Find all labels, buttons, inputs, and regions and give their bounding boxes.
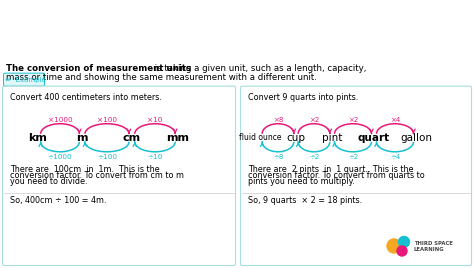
Text: is taking a given unit, such as a length, capacity,: is taking a given unit, such as a length…	[152, 64, 366, 73]
Text: Convert 400 centimeters into meters.: Convert 400 centimeters into meters.	[10, 93, 162, 102]
Text: ÷1000: ÷1000	[48, 154, 73, 160]
Text: ×8: ×8	[273, 117, 283, 123]
Text: ✏  Example: ✏ Example	[3, 77, 46, 83]
Text: ×4: ×4	[390, 117, 400, 123]
FancyBboxPatch shape	[240, 86, 472, 266]
Circle shape	[399, 236, 410, 247]
Text: ÷10: ÷10	[147, 154, 163, 160]
Text: So, 9 quarts  × 2 = 18 pints.: So, 9 quarts × 2 = 18 pints.	[248, 196, 362, 205]
Text: conversion factor. To convert from quarts to: conversion factor. To convert from quart…	[248, 171, 425, 180]
Text: cm: cm	[123, 133, 141, 143]
Text: you need to divide.: you need to divide.	[10, 177, 88, 186]
Text: There are  100cm  in  1m.  This is the: There are 100cm in 1m. This is the	[10, 165, 160, 174]
Text: conversion factor. To convert from cm to m: conversion factor. To convert from cm to…	[10, 171, 184, 180]
Text: ×10: ×10	[147, 117, 163, 123]
FancyBboxPatch shape	[3, 73, 45, 86]
Text: Convert 9 quarts into pints.: Convert 9 quarts into pints.	[248, 93, 358, 102]
FancyBboxPatch shape	[2, 86, 236, 266]
Text: quart: quart	[358, 133, 390, 143]
Text: mass or time and showing the same measurement with a different unit.: mass or time and showing the same measur…	[6, 73, 317, 82]
Text: ÷2: ÷2	[309, 154, 319, 160]
Text: ×1000: ×1000	[48, 117, 73, 123]
Text: ÷8: ÷8	[273, 154, 283, 160]
Text: ÷100: ÷100	[97, 154, 117, 160]
Text: The conversion of measurement units: The conversion of measurement units	[6, 64, 191, 73]
Text: fluid ounce: fluid ounce	[239, 133, 281, 142]
Text: km: km	[28, 133, 47, 143]
Circle shape	[387, 239, 401, 253]
Circle shape	[397, 246, 407, 256]
Text: pint: pint	[322, 133, 342, 143]
Text: mm: mm	[166, 133, 190, 143]
Text: pints you need to multiply.: pints you need to multiply.	[248, 177, 355, 186]
Text: There are  2 pints  in  1 quart.  This is the: There are 2 pints in 1 quart. This is th…	[248, 165, 413, 174]
Text: m: m	[76, 133, 88, 143]
Text: ×2: ×2	[309, 117, 319, 123]
Text: THIRD SPACE: THIRD SPACE	[414, 241, 453, 246]
Text: LEARNING: LEARNING	[414, 247, 445, 252]
Text: cup: cup	[286, 133, 306, 143]
Text: ÷4: ÷4	[390, 154, 400, 160]
Text: ×100: ×100	[97, 117, 117, 123]
Text: So, 400cm ÷ 100 = 4m.: So, 400cm ÷ 100 = 4m.	[10, 196, 107, 205]
Text: gallon: gallon	[400, 133, 432, 143]
Text: Conversion of Units: Conversion of Units	[9, 21, 224, 40]
Text: ×2: ×2	[348, 117, 358, 123]
Text: ÷2: ÷2	[348, 154, 358, 160]
